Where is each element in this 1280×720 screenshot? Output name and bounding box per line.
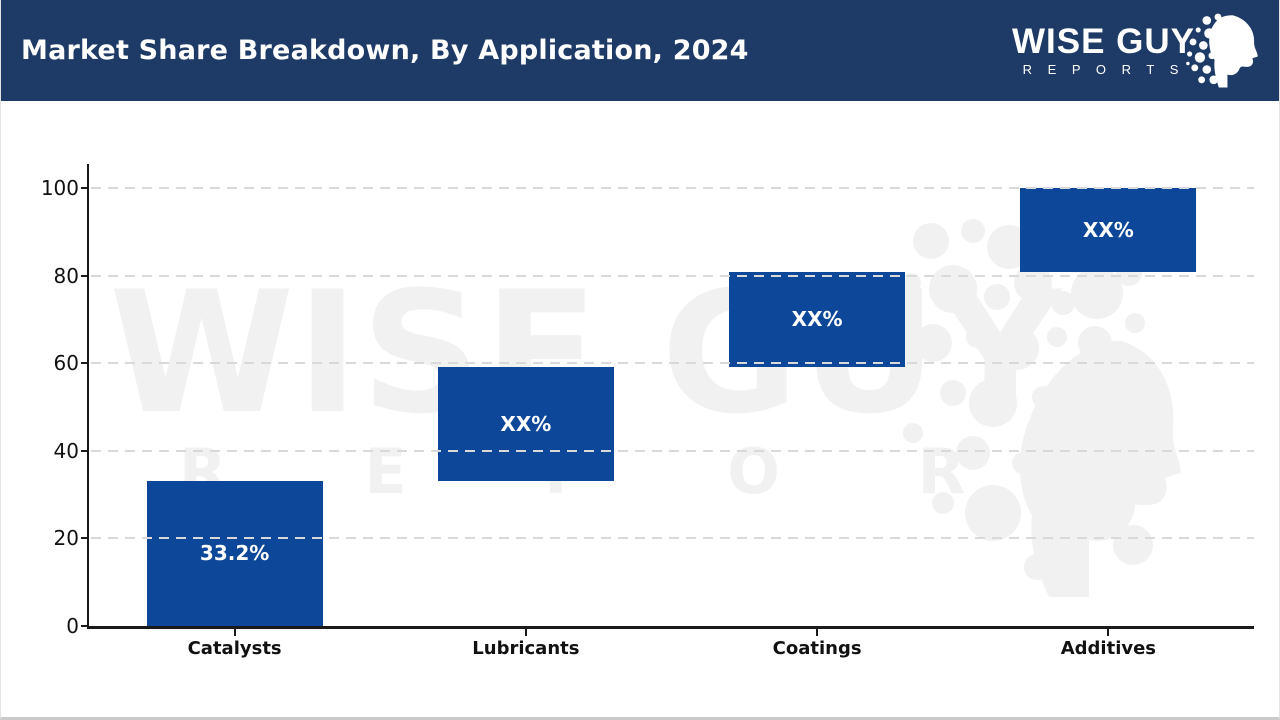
bar-coatings: XX% bbox=[729, 271, 906, 367]
waterfall-chart: WISE GUY R E P O R T S 0 20 40 60 80 100 33.2%… bbox=[1, 101, 1279, 717]
gridline-y20 bbox=[91, 537, 1254, 540]
y-axis-tick-label: 80 bbox=[53, 263, 79, 288]
wise-guy-reports-logo: WISE GUY R E P O R T S bbox=[1012, 7, 1267, 95]
gridline-y100 bbox=[91, 187, 1254, 189]
y-axis-tick-mark bbox=[81, 362, 89, 365]
bar-lubricants: XX% bbox=[437, 366, 614, 481]
y-axis-spine bbox=[87, 164, 89, 628]
y-axis-tick-label: 40 bbox=[53, 438, 79, 463]
header-bar: Market Share Breakdown, By Application, … bbox=[1, 0, 1279, 101]
logo-head-profile-icon bbox=[1186, 13, 1258, 88]
logo-wordmark: WISE GUY bbox=[1011, 22, 1195, 62]
bar-value-label: XX% bbox=[1082, 217, 1134, 242]
x-axis-tick-mark bbox=[816, 628, 819, 636]
gridline-y40 bbox=[91, 449, 1254, 452]
y-axis-tick-mark bbox=[81, 274, 89, 277]
y-axis-tick-label: 100 bbox=[40, 176, 79, 200]
gridline-y80 bbox=[91, 274, 1254, 277]
category-label-additives: Additives bbox=[1060, 638, 1157, 659]
x-axis-spine bbox=[87, 626, 1254, 629]
x-axis-tick-mark bbox=[1107, 628, 1110, 636]
bar-value-label: XX% bbox=[791, 307, 843, 332]
x-axis-tick-mark bbox=[233, 628, 236, 636]
category-label-coatings: Coatings bbox=[772, 638, 862, 659]
gridline-y60 bbox=[91, 362, 1254, 365]
y-axis-tick-label: 20 bbox=[53, 526, 79, 551]
y-axis-tick-label: 0 bbox=[66, 614, 79, 638]
category-label-catalysts: Catalysts bbox=[187, 638, 282, 659]
y-axis-tick-mark bbox=[81, 449, 89, 452]
y-axis-tick-mark bbox=[81, 187, 89, 189]
bar-additives: XX% bbox=[1020, 188, 1197, 272]
y-axis-tick-label: 60 bbox=[53, 351, 79, 376]
x-axis-tick-mark bbox=[524, 628, 527, 636]
bar-value-label: 33.2% bbox=[199, 541, 270, 566]
y-axis-tick-mark bbox=[81, 625, 89, 627]
page-title: Market Share Breakdown, By Application, … bbox=[21, 35, 749, 66]
bar-value-label: XX% bbox=[500, 411, 552, 436]
bar-catalysts: 33.2% bbox=[146, 480, 323, 626]
category-label-lubricants: Lubricants bbox=[472, 638, 580, 659]
logo-text: WISE GUY R E P O R T S bbox=[1011, 22, 1195, 77]
y-axis-tick-mark bbox=[81, 537, 89, 540]
logo-subtitle: R E P O R T S bbox=[1022, 61, 1185, 77]
